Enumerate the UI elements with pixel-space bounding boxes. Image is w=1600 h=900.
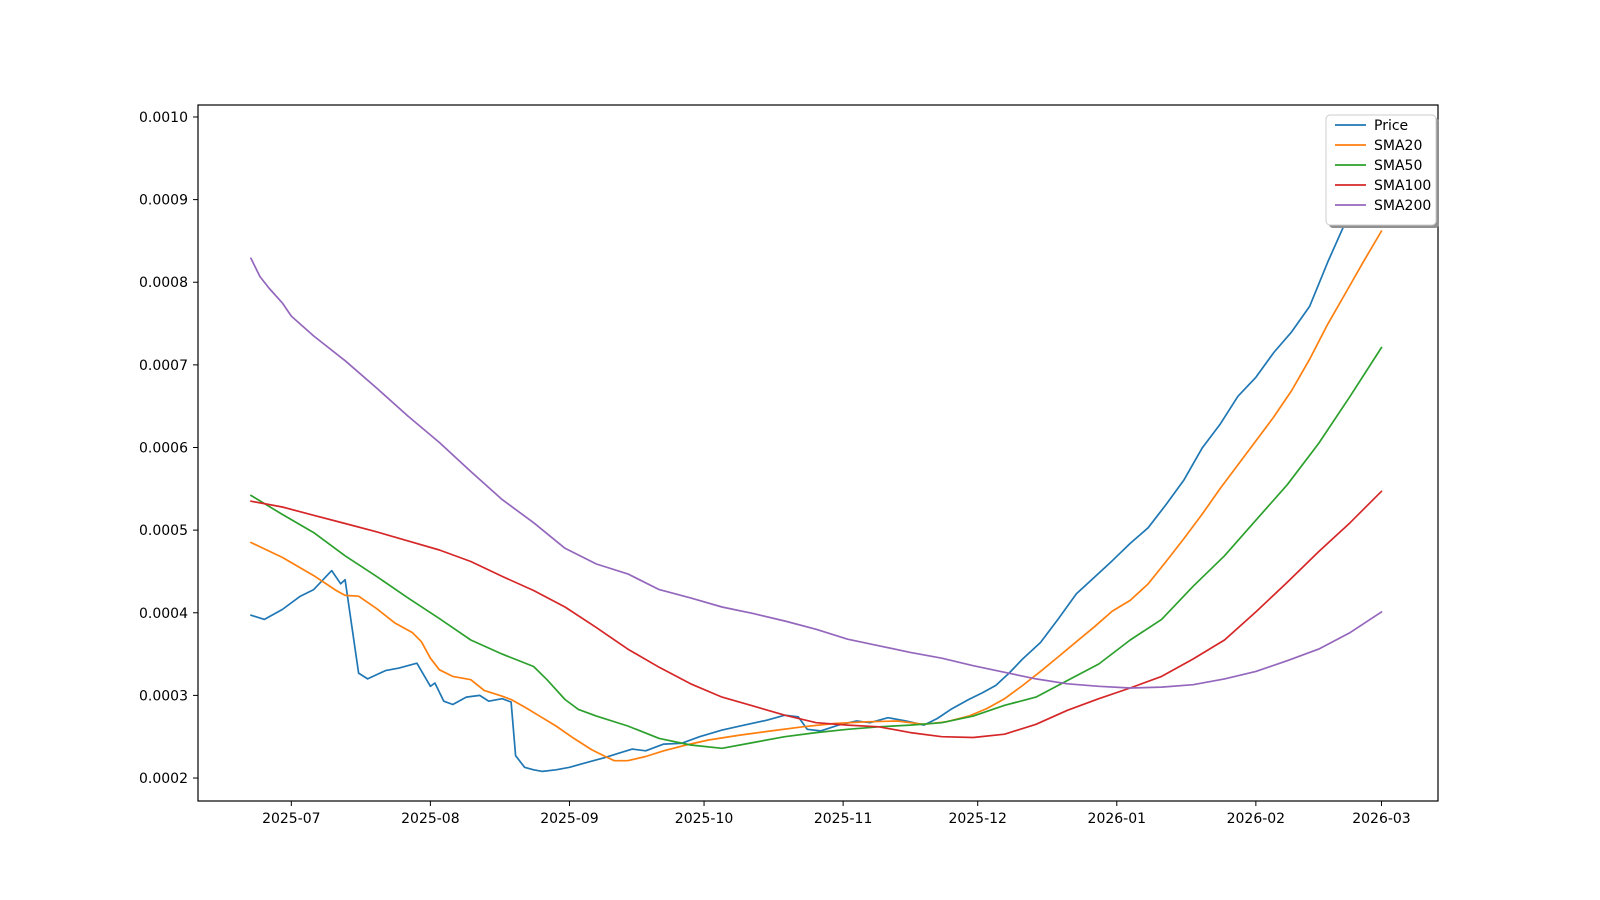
plot-area bbox=[198, 105, 1438, 801]
legend-box bbox=[1325, 114, 1437, 226]
series-line-price bbox=[250, 151, 1383, 773]
y-tick-label: 0.0009 bbox=[139, 193, 188, 209]
y-tick-label: 0.0010 bbox=[139, 110, 188, 126]
y-tick-label: 0.0007 bbox=[139, 358, 188, 374]
legend-label-sma20: SMA20 bbox=[1374, 138, 1422, 154]
legend-label-sma50: SMA50 bbox=[1374, 158, 1422, 174]
x-tick-label: 2026-02 bbox=[1227, 811, 1286, 827]
legend-label-sma100: SMA100 bbox=[1374, 178, 1431, 194]
legend-label-price: Price bbox=[1374, 118, 1408, 134]
axes-frame bbox=[197, 104, 1439, 802]
x-tick-label: 2025-07 bbox=[262, 811, 321, 827]
series-line-sma200 bbox=[250, 257, 1383, 689]
y-tick-label: 0.0003 bbox=[139, 688, 188, 704]
y-tick-label: 0.0004 bbox=[139, 606, 188, 622]
x-tick-label: 2025-10 bbox=[675, 811, 734, 827]
y-tick-label: 0.0002 bbox=[139, 771, 188, 787]
x-tick-label: 2025-11 bbox=[814, 811, 873, 827]
series-line-sma50 bbox=[250, 346, 1383, 750]
series-line-sma100 bbox=[250, 490, 1383, 739]
y-tick-label: 0.0008 bbox=[139, 275, 188, 291]
series-line-sma20 bbox=[250, 230, 1383, 762]
y-tick-label: 0.0005 bbox=[139, 523, 188, 539]
x-tick-label: 2025-08 bbox=[401, 811, 460, 827]
x-tick-label: 2025-12 bbox=[948, 811, 1007, 827]
x-tick-label: 2025-09 bbox=[540, 811, 599, 827]
legend-label-sma200: SMA200 bbox=[1374, 198, 1431, 214]
x-tick-label: 2026-01 bbox=[1088, 811, 1147, 827]
x-tick-label: 2026-03 bbox=[1352, 811, 1411, 827]
y-tick-label: 0.0006 bbox=[139, 441, 188, 457]
